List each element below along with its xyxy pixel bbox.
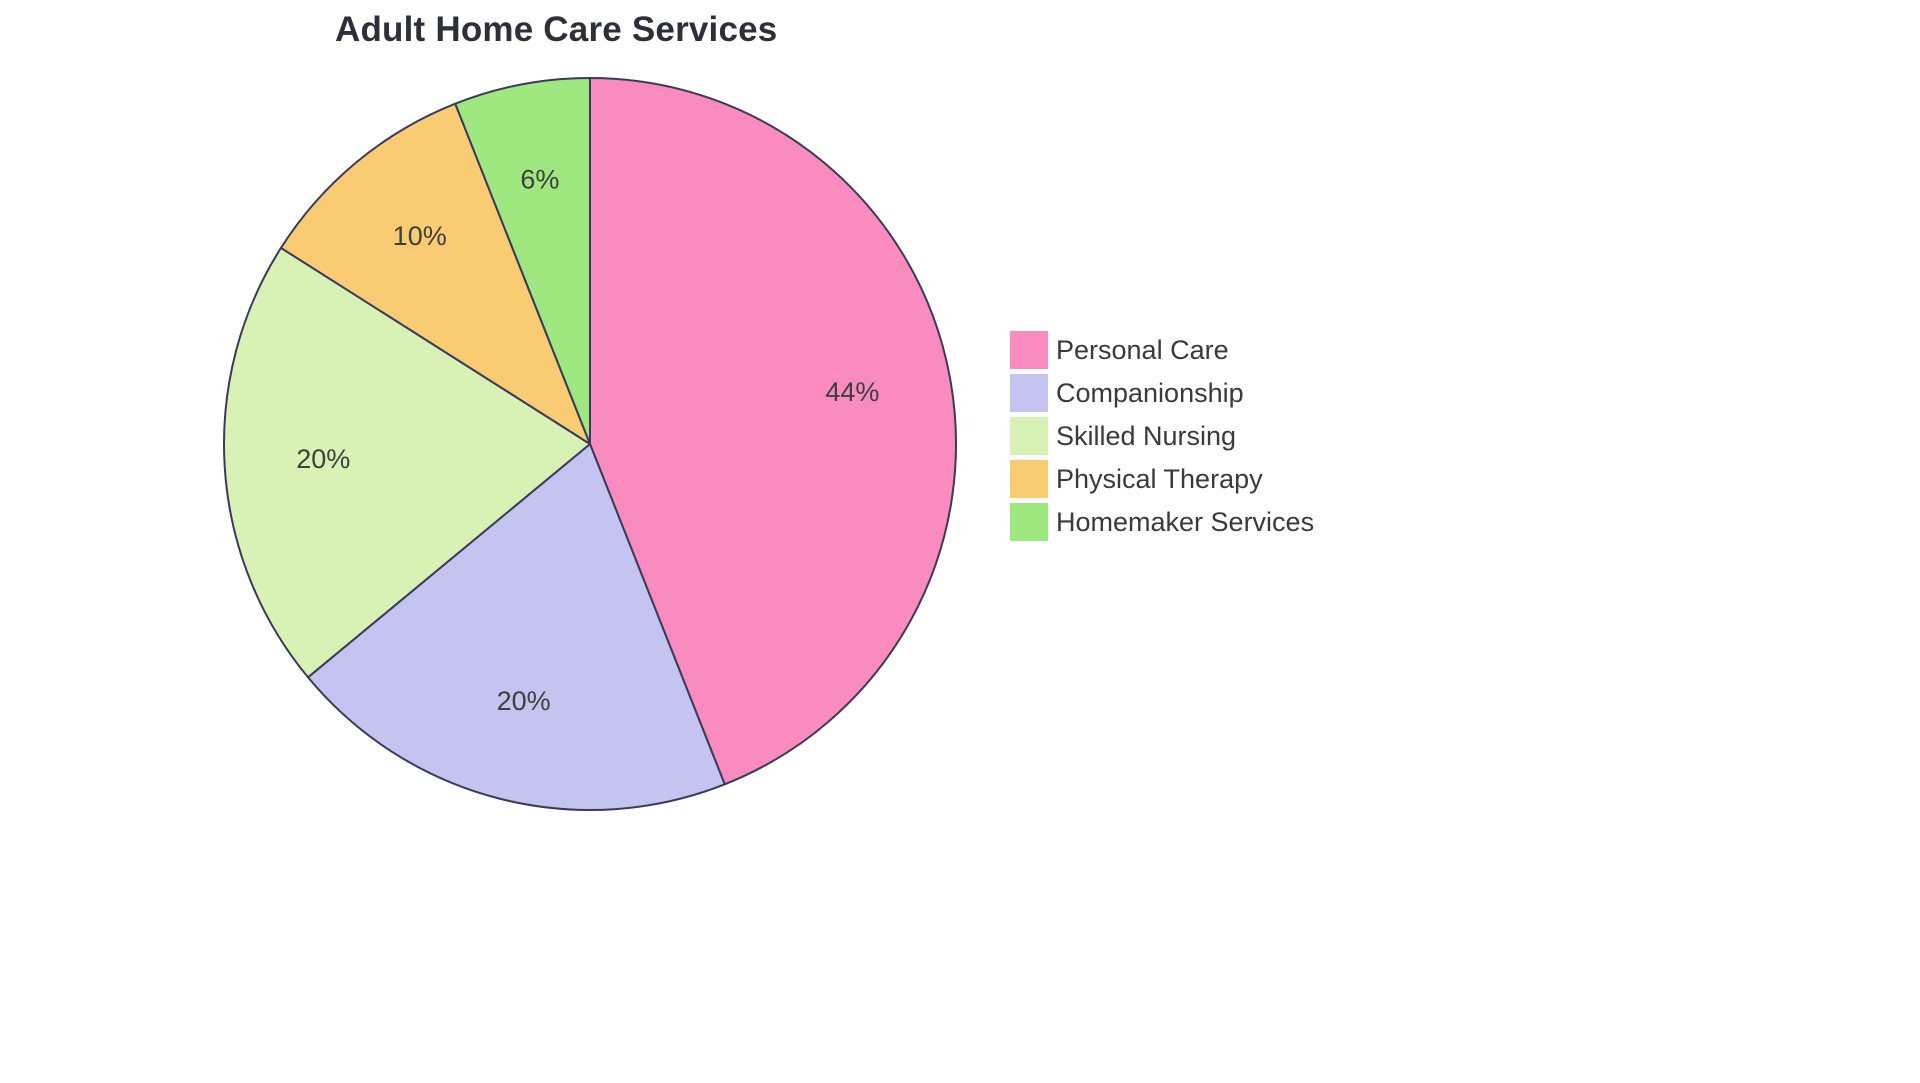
chart-title: Adult Home Care Services [335, 10, 778, 49]
legend-item: Skilled Nursing [1010, 417, 1314, 455]
legend-swatch-icon [1010, 331, 1048, 369]
pie-slice-3 [279, 102, 591, 445]
legend-item: Personal Care [1010, 331, 1314, 369]
legend-swatch-icon [1010, 503, 1048, 541]
pie-slice-4 [454, 77, 591, 445]
legend: Personal Care Companionship Skilled Nurs… [1010, 331, 1314, 546]
pie-slice-2 [223, 246, 591, 679]
legend-label: Personal Care [1056, 334, 1229, 365]
pie-slice-1 [306, 443, 726, 811]
legend-item: Physical Therapy [1010, 460, 1314, 498]
slice-label-3: 10% [393, 221, 447, 251]
legend-label: Homemaker Services [1056, 506, 1315, 537]
legend-swatch-icon [1010, 374, 1048, 412]
legend-label: Physical Therapy [1056, 463, 1263, 494]
slice-label-1: 20% [497, 686, 551, 716]
pie-slice-0 [589, 77, 957, 786]
legend-swatch-icon [1010, 460, 1048, 498]
slice-label-0: 44% [825, 377, 879, 407]
slice-label-2: 20% [296, 444, 350, 474]
legend-label: Skilled Nursing [1056, 420, 1237, 451]
legend-item: Homemaker Services [1010, 503, 1314, 541]
legend-item: Companionship [1010, 374, 1314, 412]
legend-label: Companionship [1056, 377, 1244, 408]
slice-label-4: 6% [520, 165, 559, 195]
legend-swatch-icon [1010, 417, 1048, 455]
